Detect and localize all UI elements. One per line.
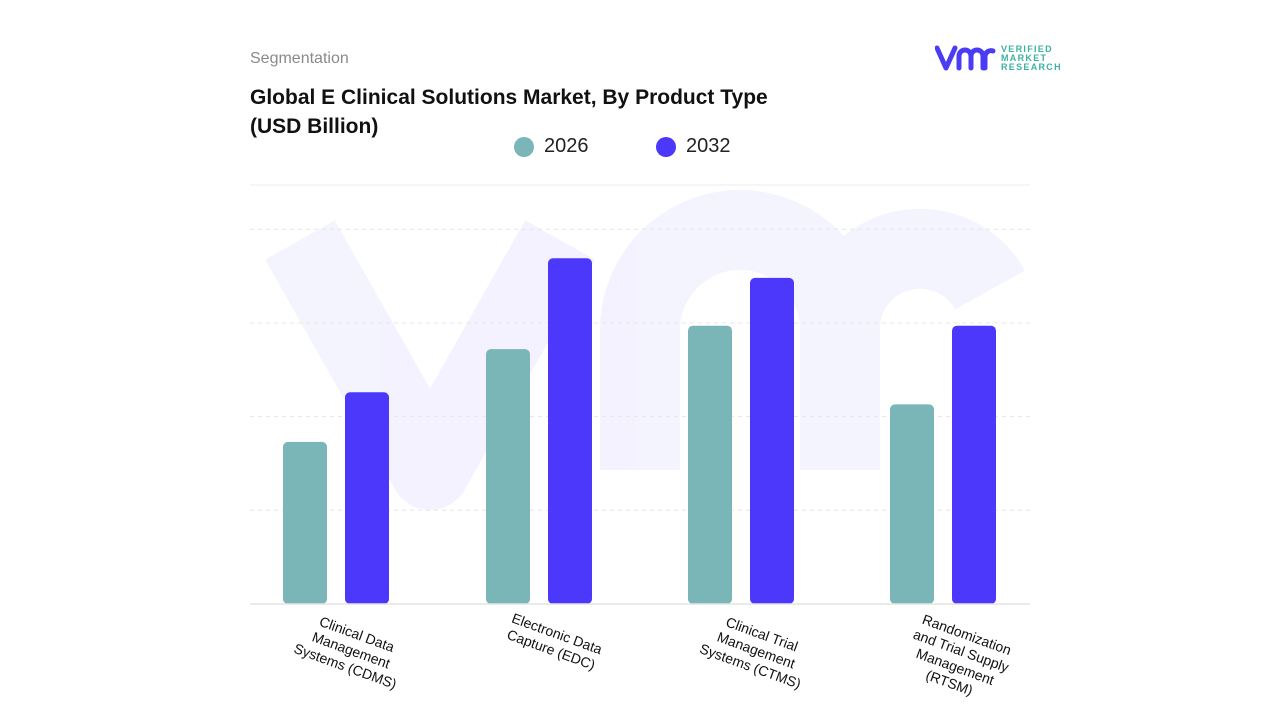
bar-2032-1 [548, 258, 592, 604]
watermark-logo [265, 190, 1025, 510]
legend-label: 2032 [686, 135, 731, 157]
bar-2026-1 [486, 349, 530, 604]
legend-swatch-2032 [656, 136, 676, 157]
logo-line3: RESEARCH [1001, 61, 1062, 72]
chart-title: Global E Clinical Solutions Market, By P… [250, 86, 768, 138]
bar-2032-3 [952, 325, 996, 604]
vmr-logo-icon [935, 45, 996, 71]
logo-line2: MARKET [1001, 52, 1048, 63]
legend-item-2026: 2026 [514, 135, 589, 158]
vmr-logo: VERIFIED MARKET RESEARCH [935, 44, 1062, 72]
bar-2026-0 [283, 441, 327, 604]
bar-2032-0 [345, 392, 389, 604]
legend-item-2032: 2032 [656, 135, 731, 158]
bar-2026-2 [688, 325, 732, 604]
legend-label: 2026 [544, 135, 589, 157]
segmentation-label: Segmentation [250, 50, 349, 67]
bar-2032-2 [750, 277, 794, 604]
bar-2026-3 [890, 404, 934, 604]
logo-line1: VERIFIED [1001, 43, 1053, 54]
legend-swatch-2026 [514, 136, 534, 157]
